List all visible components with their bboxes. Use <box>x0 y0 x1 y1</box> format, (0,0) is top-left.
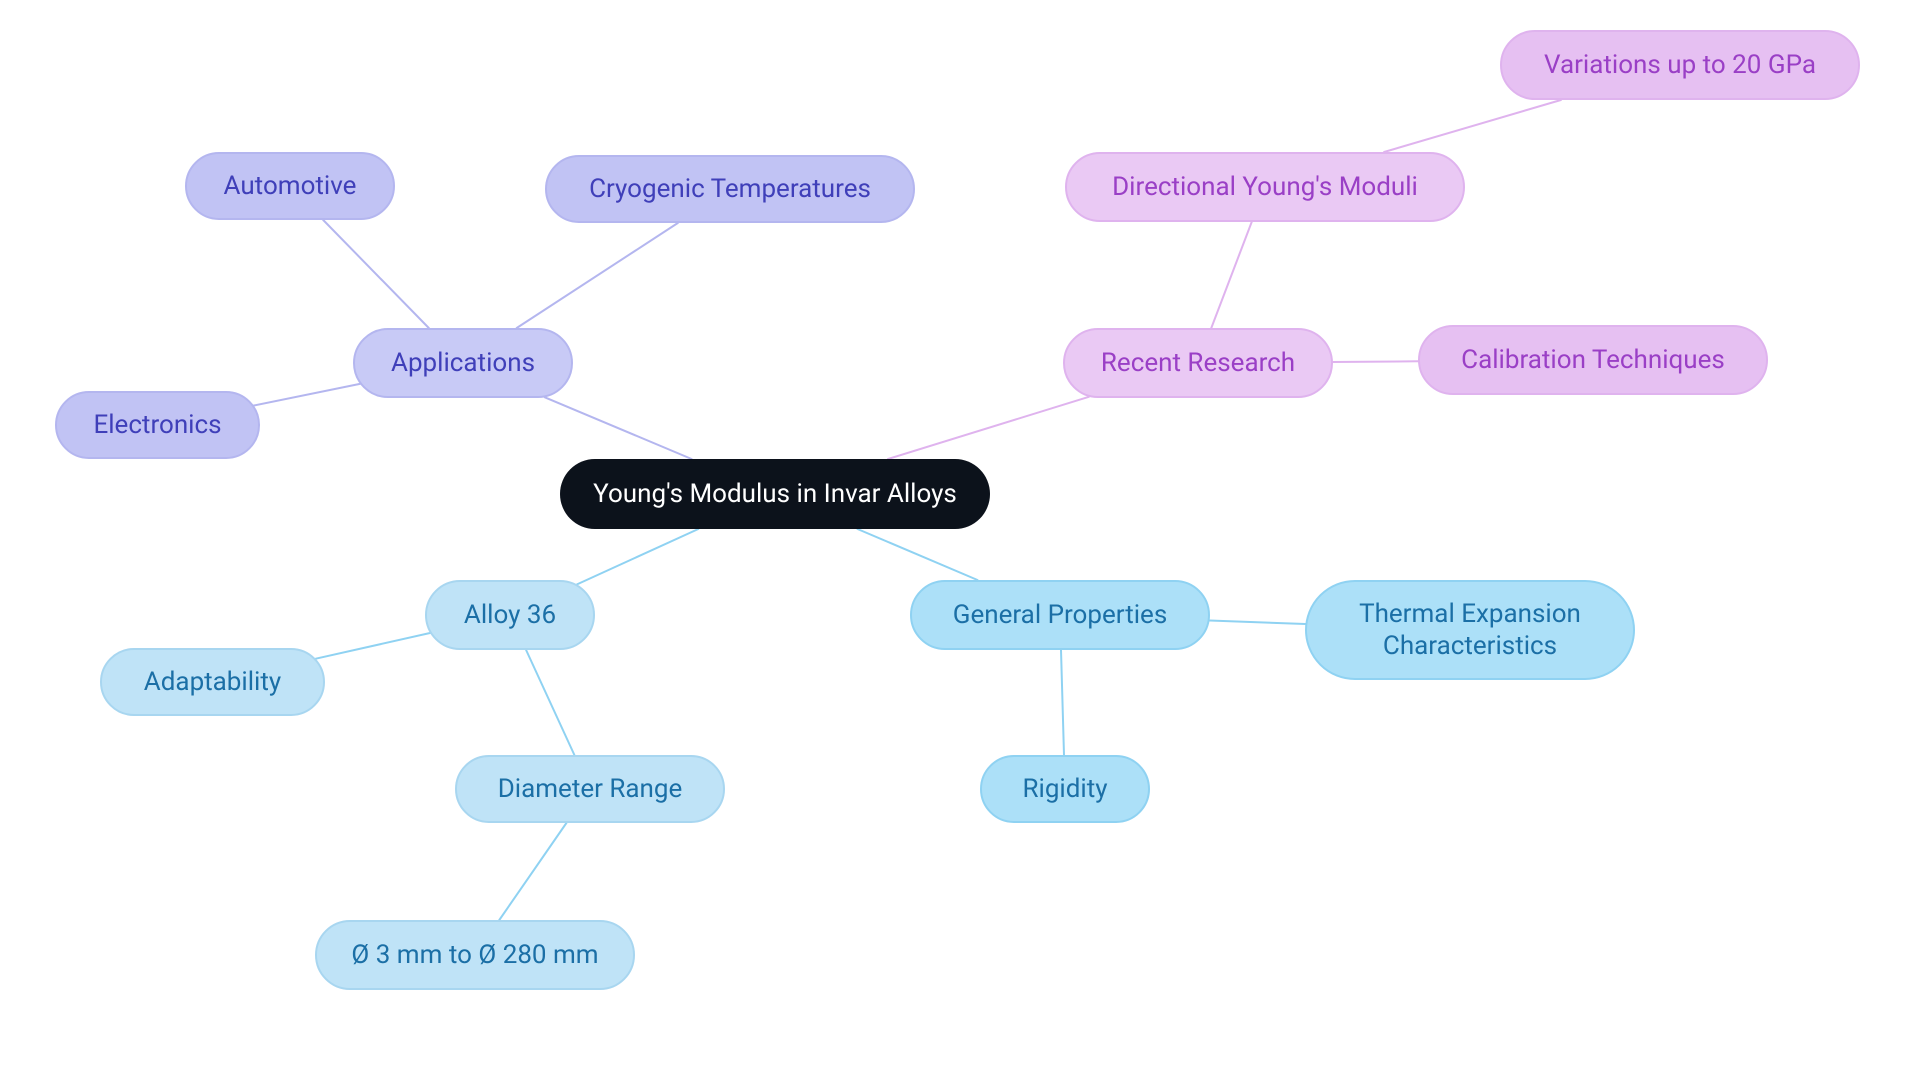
node-label: Directional Young's Moduli <box>1112 171 1418 204</box>
edge-applications-automotive <box>323 220 429 328</box>
node-thermal[interactable]: Thermal Expansion Characteristics <box>1305 580 1635 680</box>
edge-general-thermal <box>1210 621 1306 625</box>
edge-applications-electronics <box>254 384 360 406</box>
edge-alloy36-diameter <box>526 650 574 755</box>
node-label: Automotive <box>224 170 357 203</box>
node-electronics[interactable]: Electronics <box>55 391 260 459</box>
node-label: General Properties <box>953 599 1168 632</box>
edge-root-alloy36 <box>577 529 698 584</box>
node-directional[interactable]: Directional Young's Moduli <box>1065 152 1465 222</box>
edge-research-directional <box>1211 222 1251 328</box>
node-label: Thermal Expansion Characteristics <box>1359 598 1581 663</box>
node-label: Recent Research <box>1101 347 1295 380</box>
node-applications[interactable]: Applications <box>353 328 573 398</box>
edge-alloy36-adaptability <box>316 633 430 659</box>
edge-general-rigidity <box>1061 650 1064 755</box>
node-cryo[interactable]: Cryogenic Temperatures <box>545 155 915 223</box>
node-label: Variations up to 20 GPa <box>1544 49 1816 82</box>
node-label: Adaptability <box>144 666 281 699</box>
node-range[interactable]: Ø 3 mm to Ø 280 mm <box>315 920 635 990</box>
node-label: Young's Modulus in Invar Alloys <box>593 478 957 511</box>
node-calibration[interactable]: Calibration Techniques <box>1418 325 1768 395</box>
node-general[interactable]: General Properties <box>910 580 1210 650</box>
node-label: Cryogenic Temperatures <box>589 173 871 206</box>
node-rigidity[interactable]: Rigidity <box>980 755 1150 823</box>
node-diameter[interactable]: Diameter Range <box>455 755 725 823</box>
node-research[interactable]: Recent Research <box>1063 328 1333 398</box>
node-label: Ø 3 mm to Ø 280 mm <box>351 939 598 972</box>
edge-diameter-range <box>499 823 566 920</box>
node-automotive[interactable]: Automotive <box>185 152 395 220</box>
node-variations[interactable]: Variations up to 20 GPa <box>1500 30 1860 100</box>
mindmap-canvas: Young's Modulus in Invar Alloys Applicati… <box>0 0 1920 1083</box>
edge-root-applications <box>545 397 692 459</box>
node-alloy36[interactable]: Alloy 36 <box>425 580 595 650</box>
node-adaptability[interactable]: Adaptability <box>100 648 325 716</box>
edge-directional-variations <box>1384 100 1561 152</box>
edge-root-research <box>888 397 1089 459</box>
node-label: Electronics <box>93 409 221 442</box>
node-label: Diameter Range <box>498 773 683 806</box>
edge-applications-cryo <box>517 223 678 328</box>
edge-research-calibration <box>1333 361 1418 362</box>
node-root[interactable]: Young's Modulus in Invar Alloys <box>560 459 990 529</box>
edge-root-general <box>858 529 978 580</box>
node-label: Calibration Techniques <box>1461 344 1725 377</box>
node-label: Alloy 36 <box>464 599 556 632</box>
node-label: Applications <box>391 347 535 380</box>
node-label: Rigidity <box>1022 773 1107 806</box>
